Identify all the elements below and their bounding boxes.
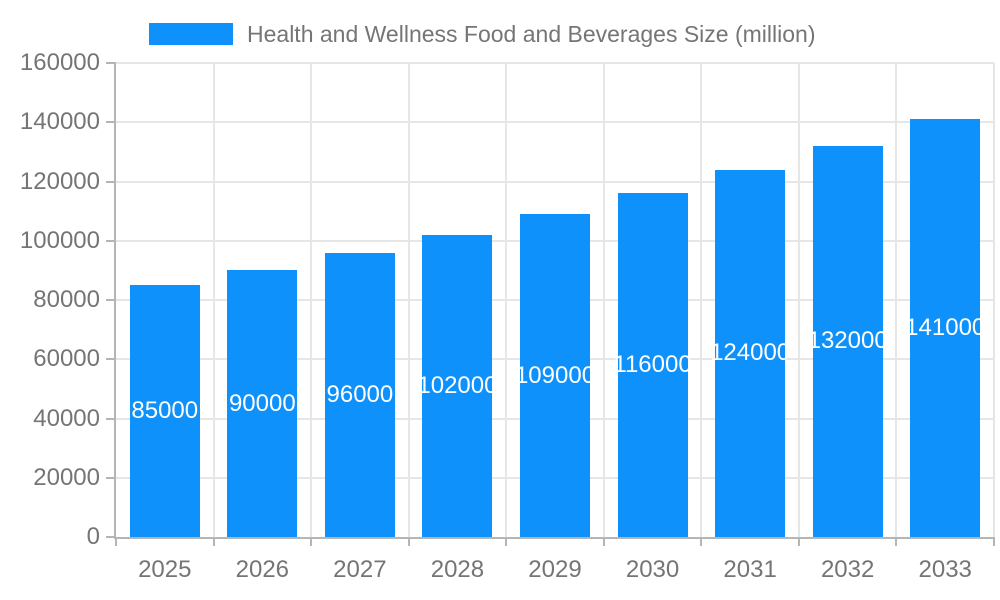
x-axis-tick-label: 2029: [528, 556, 582, 583]
plot-area: 85000 90000 96000 102000 109000 116000 124000 1…: [114, 62, 995, 539]
bar-value-label: 102000: [417, 371, 498, 399]
bar[interactable]: 116000: [613, 193, 692, 537]
x-gridline: [310, 63, 313, 537]
x-gridline: [212, 63, 215, 537]
x-axis-tick-label: 2032: [820, 556, 875, 583]
y-axis-tick-label: 100000: [19, 226, 100, 254]
y-axis-tick-label: 160000: [19, 49, 100, 76]
x-axis-tick-label: 2028: [430, 556, 485, 583]
bar[interactable]: 90000: [227, 270, 298, 537]
x-axis-tick-label: 2026: [235, 556, 290, 583]
bar-value-label: 132000: [807, 327, 888, 355]
y-tick: [106, 121, 116, 124]
x-axis-tick-label: 2025: [138, 556, 192, 583]
legend-item[interactable]: Health and Wellness Food and Beverages S…: [149, 21, 815, 47]
x-tick: [212, 537, 215, 546]
x-gridline: [407, 63, 410, 537]
x-tick: [993, 537, 995, 546]
x-tick: [505, 537, 508, 546]
bar[interactable]: 96000: [324, 252, 395, 537]
bar[interactable]: 132000: [808, 145, 888, 537]
bar-value-label: 90000: [228, 389, 296, 417]
legend-label: Health and Wellness Food and Beverages S…: [247, 21, 816, 47]
x-gridline: [797, 63, 800, 537]
y-axis-tick-label: 120000: [19, 167, 100, 195]
bar[interactable]: 109000: [515, 214, 595, 537]
x-axis-tick-label: 2027: [333, 556, 387, 583]
bar[interactable]: 141000: [905, 119, 985, 537]
x-tick: [700, 537, 703, 546]
x-tick: [797, 537, 800, 546]
x-axis-tick-label: 2033: [918, 556, 972, 583]
y-tick: [106, 299, 116, 301]
y-tick: [106, 358, 116, 361]
y-axis-tick-label: 140000: [19, 108, 100, 136]
y-tick: [106, 239, 116, 242]
bar[interactable]: 124000: [710, 169, 790, 537]
y-axis-tick-label: 0: [86, 523, 100, 550]
y-axis-tick-label: 80000: [33, 286, 100, 313]
x-axis-tick-label: 2031: [723, 556, 777, 583]
bar-value-label: 96000: [326, 380, 394, 408]
bar-value-label: 109000: [514, 361, 596, 389]
y-axis-tick-label: 40000: [33, 404, 100, 432]
legend-swatch: [149, 23, 233, 45]
x-gridline: [993, 63, 995, 537]
x-gridline: [700, 63, 703, 537]
bar-value-label: 85000: [131, 397, 199, 425]
bar[interactable]: 85000: [129, 285, 200, 537]
x-gridline: [895, 63, 898, 537]
bar-value-label: 141000: [905, 314, 986, 342]
bar-value-label: 124000: [710, 339, 791, 367]
y-tick: [106, 180, 116, 183]
y-tick: [106, 62, 116, 64]
x-gridline: [602, 63, 605, 537]
y-gridline: [116, 121, 994, 124]
x-tick: [602, 537, 605, 546]
y-tick: [106, 417, 116, 420]
y-axis-tick-label: 60000: [33, 345, 100, 373]
y-gridline: [116, 180, 994, 183]
bar[interactable]: 102000: [417, 234, 497, 537]
x-axis-tick-label: 2030: [625, 556, 680, 583]
x-tick: [407, 537, 410, 546]
y-axis-tick-label: 20000: [33, 463, 100, 491]
x-tick: [115, 537, 117, 546]
x-tick: [895, 537, 898, 546]
y-tick: [106, 476, 116, 479]
y-gridline: [116, 62, 994, 64]
x-tick: [310, 537, 313, 546]
x-gridline: [505, 63, 508, 537]
bar-value-label: 116000: [613, 351, 692, 379]
y-tick: [106, 536, 116, 538]
